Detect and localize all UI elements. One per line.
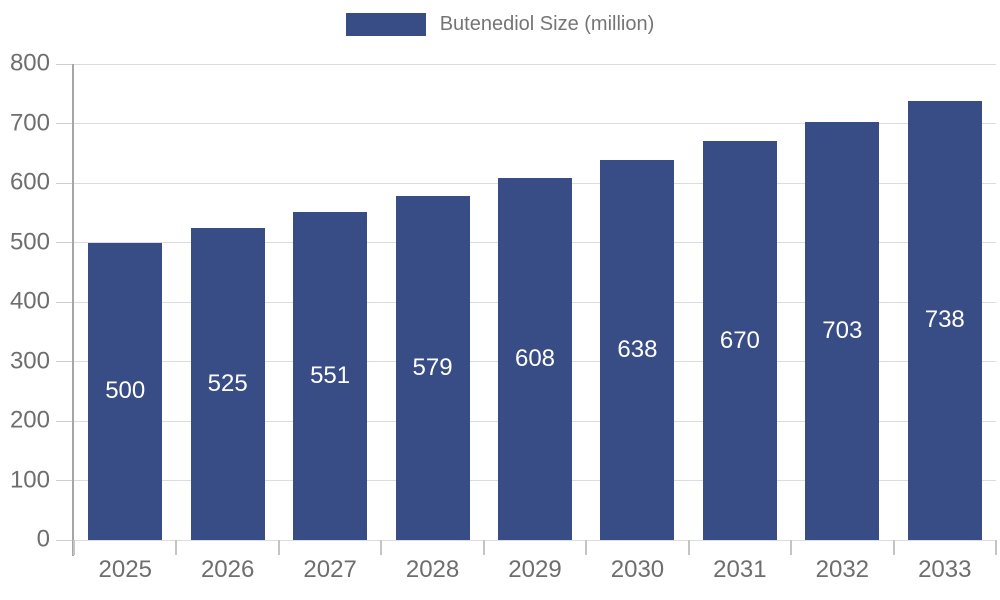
y-tick-mark	[56, 123, 72, 124]
gridline	[74, 539, 996, 541]
bar-value-label: 638	[617, 336, 658, 364]
bar-value-label: 579	[412, 353, 453, 381]
x-axis-tick-label: 2026	[200, 556, 255, 583]
x-axis-tick-label: 2025	[98, 556, 152, 583]
y-tick-mark	[56, 242, 72, 243]
y-tick-mark	[56, 539, 72, 541]
plot-area: 0 100 200 300 400 500 600 700 800 500 2025 525 2026 5…	[10, 49, 997, 583]
x-tick-mark	[73, 540, 75, 555]
y-axis-tick-label: 200	[9, 406, 50, 434]
bar: 608	[498, 178, 572, 540]
x-axis-tick-label: 2027	[303, 556, 357, 583]
x-tick-mark	[892, 540, 895, 555]
bar-value-label: 738	[924, 306, 965, 334]
bar-value-label: 608	[514, 345, 556, 373]
y-tick-mark	[56, 63, 72, 65]
gridline	[74, 63, 996, 65]
y-tick-mark	[56, 182, 72, 184]
y-tick-mark	[56, 301, 72, 303]
y-axis-tick-label: 800	[9, 49, 50, 77]
x-tick-mark	[380, 540, 383, 555]
bar: 738	[907, 100, 982, 540]
legend-swatch	[345, 13, 426, 36]
x-tick-mark	[687, 540, 690, 555]
bar: 525	[190, 227, 265, 540]
bar: 670	[702, 141, 777, 540]
bar: 703	[805, 121, 880, 540]
x-tick-mark	[585, 540, 588, 555]
y-tick-mark	[56, 420, 72, 422]
y-axis-tick-label: 500	[9, 227, 50, 255]
bar-value-label: 500	[105, 377, 146, 405]
x-axis-tick-label: 2032	[815, 556, 870, 583]
x-tick-mark	[482, 540, 485, 555]
bar: 579	[395, 195, 470, 540]
legend: Butenediol Size (million)	[0, 13, 1000, 36]
x-axis-tick-label: 2031	[713, 556, 767, 583]
x-axis-tick-label: 2030	[610, 556, 665, 583]
bar: 500	[88, 242, 163, 540]
bar-value-label: 670	[719, 326, 760, 354]
y-axis-tick-label: 700	[9, 108, 50, 136]
x-axis-tick-label: 2029	[508, 556, 562, 583]
y-axis-tick-label: 300	[9, 346, 50, 374]
y-axis-tick-label: 0	[36, 525, 50, 553]
bar: 551	[293, 212, 368, 540]
bar-value-label: 525	[207, 369, 248, 397]
y-axis-tick-label: 100	[9, 465, 50, 493]
y-tick-mark	[56, 480, 72, 481]
x-tick-mark	[277, 540, 280, 555]
x-tick-mark	[175, 540, 178, 555]
bar-value-label: 551	[310, 362, 351, 390]
x-axis-tick-label: 2033	[918, 556, 972, 583]
y-axis-tick-label: 400	[9, 287, 50, 315]
x-tick-mark	[790, 540, 793, 555]
bar: 638	[600, 160, 675, 540]
bar-value-label: 703	[822, 316, 863, 344]
x-axis-tick-label: 2028	[405, 556, 460, 583]
y-tick-mark	[56, 361, 72, 362]
legend-label: Butenediol Size (million)	[439, 13, 655, 35]
y-axis-tick-label: 600	[9, 168, 50, 196]
x-tick-mark	[995, 540, 997, 555]
gridline	[74, 123, 996, 124]
